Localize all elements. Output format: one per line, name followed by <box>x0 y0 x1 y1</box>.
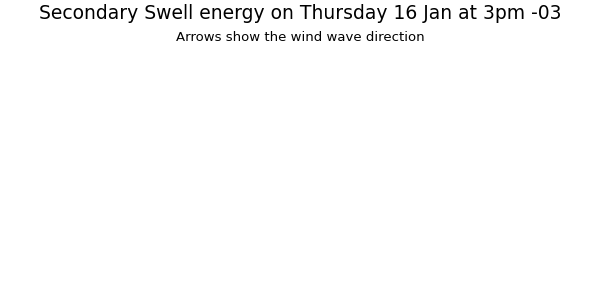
Text: Arrows show the wind wave direction: Arrows show the wind wave direction <box>176 31 425 44</box>
Text: cartopy required: cartopy required <box>243 164 358 178</box>
Text: Secondary Swell energy on Thursday 16 Jan at 3pm -03: Secondary Swell energy on Thursday 16 Ja… <box>39 4 562 23</box>
